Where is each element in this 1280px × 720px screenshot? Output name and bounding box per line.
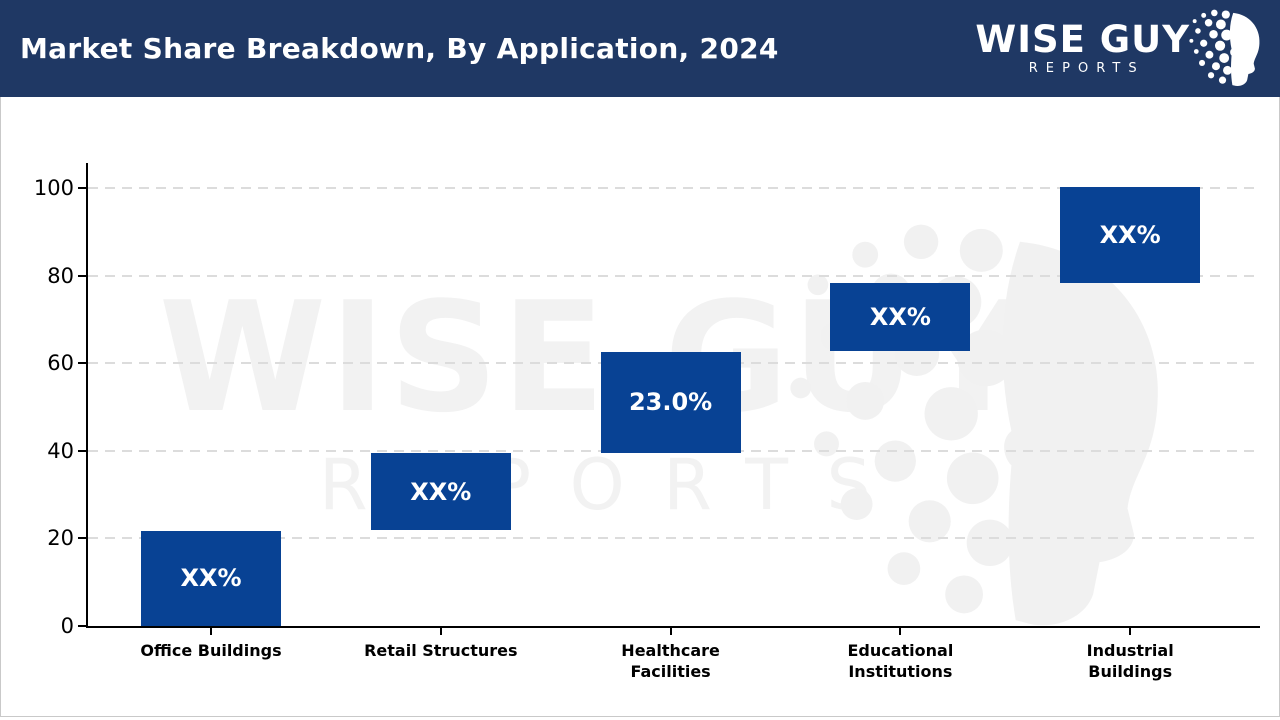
bar-value-label: XX% <box>410 477 472 506</box>
x-category-label: Healthcare Facilities <box>556 640 786 682</box>
y-tick-mark <box>78 187 88 189</box>
page-title: Market Share Breakdown, By Application, … <box>20 32 779 65</box>
gridline-y20 <box>88 537 1255 540</box>
gridline-y100 <box>88 187 1255 189</box>
x-category-label-line: Retail Structures <box>364 641 518 660</box>
x-category-label: Office Buildings <box>96 640 326 661</box>
x-tick-mark <box>1129 626 1132 635</box>
gridline-y80 <box>88 274 1255 277</box>
x-axis-line <box>86 626 1260 628</box>
x-category-label-line: Facilities <box>630 662 711 681</box>
y-tick-label: 100 <box>33 176 74 200</box>
brand-logo: WISE GUY REPORTS <box>975 6 1266 92</box>
x-tick-mark <box>210 626 212 635</box>
x-category-label: Retail Structures <box>326 640 556 661</box>
x-tick-mark <box>899 626 902 635</box>
y-tick-mark <box>78 625 88 627</box>
bar-Industrial Buildings: XX% <box>1060 186 1201 284</box>
x-category-label: Educational Institutions <box>785 640 1015 682</box>
logo-text-wiseguy: WISE GUY <box>975 17 1190 61</box>
y-tick-mark <box>78 449 88 452</box>
bar-Healthcare Facilities: 23.0% <box>600 351 741 453</box>
y-tick-label: 80 <box>47 263 74 288</box>
y-tick-label: 40 <box>47 438 74 463</box>
x-category-label-line: Industrial <box>1086 641 1174 660</box>
y-tick-label: 0 <box>60 614 74 638</box>
bar-value-label: XX% <box>180 564 242 593</box>
logo-wordmark: WISE GUY REPORTS <box>975 17 1190 77</box>
x-category-label-line: Institutions <box>848 662 953 681</box>
x-tick-mark <box>439 626 442 635</box>
bar-Educational Institutions: XX% <box>830 283 971 351</box>
bar-value-label: 23.0% <box>628 388 713 417</box>
bar-Retail Structures: XX% <box>370 452 511 531</box>
header-bar: Market Share Breakdown, By Application, … <box>0 0 1280 97</box>
logo-face-icon <box>1189 9 1260 86</box>
y-tick-label: 60 <box>47 351 74 376</box>
logo-text-reports: REPORTS <box>1028 61 1145 77</box>
bar-value-label: XX% <box>869 303 931 332</box>
x-tick-mark <box>669 626 672 635</box>
x-category-label-line: Buildings <box>1088 662 1173 681</box>
x-category-label: Industrial Buildings <box>1015 640 1245 682</box>
x-category-label-line: Healthcare <box>621 641 720 660</box>
y-tick-mark <box>78 274 88 277</box>
y-tick-mark <box>78 537 88 540</box>
y-axis-line <box>86 163 88 628</box>
y-tick-label: 20 <box>47 526 74 551</box>
x-category-label-line: Office Buildings <box>140 641 282 660</box>
x-category-label-line: Educational <box>847 641 954 660</box>
bar-value-label: XX% <box>1099 220 1161 249</box>
bar-Office Buildings: XX% <box>141 530 281 626</box>
y-tick-mark <box>78 362 88 365</box>
